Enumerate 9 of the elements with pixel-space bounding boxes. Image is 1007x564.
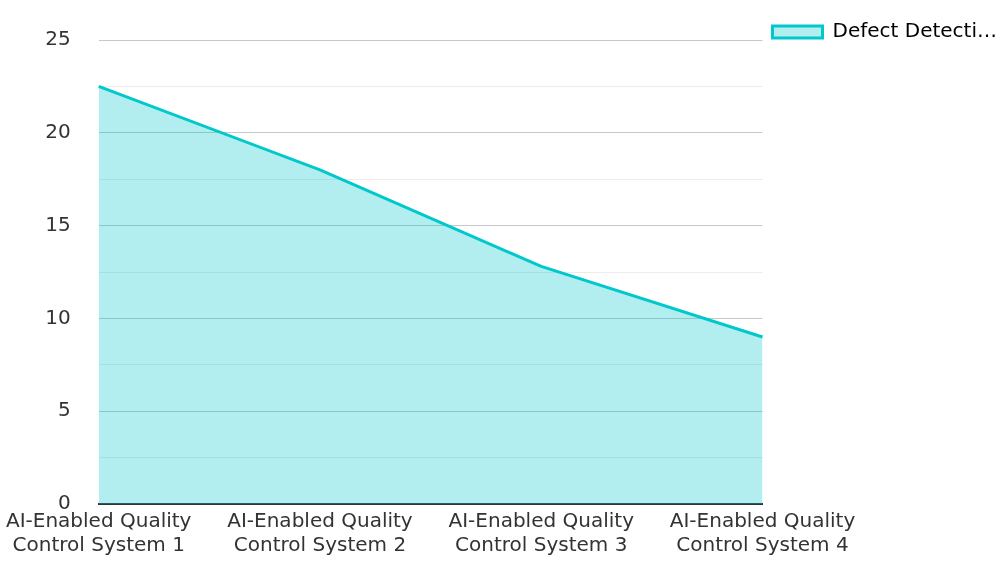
x-tick-label: AI-Enabled Quality Control System 4 (669, 508, 856, 557)
legend-label: Defect Detecti… (832, 18, 998, 43)
x-tick-label: AI-Enabled Quality Control System 3 (448, 508, 635, 557)
y-tick-label: 20 (45, 119, 71, 143)
y-tick-label: 25 (45, 26, 71, 51)
x-tick-label: AI-Enabled Quality Control System 2 (227, 508, 413, 557)
y-tick-label: 15 (45, 211, 71, 236)
y-tick-label: 5 (57, 397, 71, 422)
y-tick-label: 10 (45, 304, 71, 329)
